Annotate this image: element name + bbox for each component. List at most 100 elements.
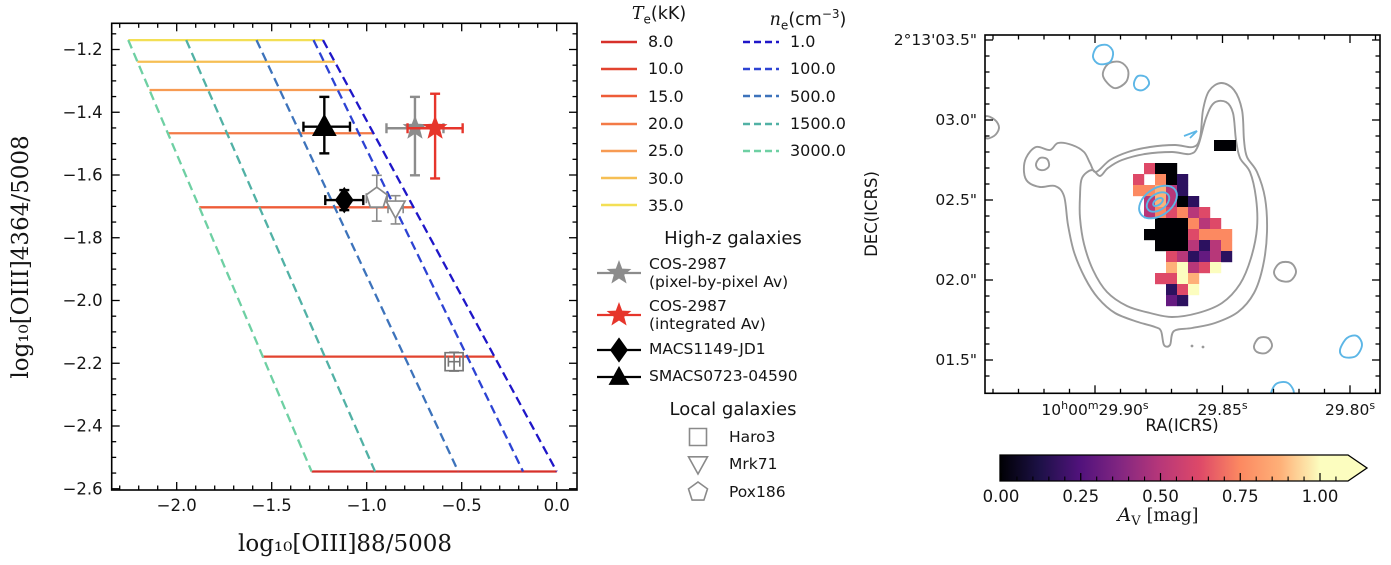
star-icon bbox=[597, 260, 641, 284]
av-pixel bbox=[1188, 251, 1200, 263]
cyan-contour-blob bbox=[1132, 74, 1151, 92]
x-tick-label: 0.0 bbox=[544, 496, 570, 515]
ne-legend-entry-500.0: 500.0 bbox=[735, 83, 881, 110]
av-pixel bbox=[1155, 163, 1167, 175]
cyan-contour-ellipse bbox=[1145, 191, 1171, 213]
y-tick-label: −1.8 bbox=[63, 228, 103, 247]
av-pixel bbox=[1199, 240, 1211, 252]
ne-legend-entry-1.0: 1.0 bbox=[735, 28, 881, 55]
av-pixel-detached bbox=[1214, 140, 1236, 151]
av-pixel bbox=[1199, 262, 1211, 274]
local-legend-entries: Haro3 Mrk71 Pox186 bbox=[585, 423, 881, 506]
av-pixel bbox=[1166, 273, 1178, 285]
ra-tick-label: 10h00m29.90s​ bbox=[1041, 399, 1149, 419]
dec-tick-label: 02.0" bbox=[935, 271, 977, 289]
av-pixel bbox=[1166, 295, 1178, 307]
av-pixel bbox=[1144, 207, 1156, 219]
triangle-icon bbox=[597, 365, 641, 385]
av-pixel bbox=[1188, 240, 1200, 252]
x-tick-label: −2.0 bbox=[157, 496, 197, 515]
av-pixel bbox=[1188, 273, 1200, 285]
left-plot-legend: Te(kK) 8.0 10.0 15.0 20.0 25.0 30.0 35.0 ne(cm… bbox=[585, 2, 881, 506]
gray-contour-blob bbox=[985, 115, 1000, 140]
av-pixel bbox=[1177, 196, 1189, 208]
te-legend-label: 8.0 bbox=[648, 32, 674, 52]
av-pixel bbox=[1210, 229, 1222, 241]
te-legend-entry-25.0: 25.0 bbox=[593, 137, 725, 164]
legend-line-swatch bbox=[601, 67, 637, 71]
te-legend-label: 30.0 bbox=[648, 168, 684, 188]
gray-contour-inner bbox=[1078, 99, 1259, 318]
gray-contour-outer bbox=[1022, 82, 1269, 348]
dec-tick-label: 03.0" bbox=[935, 111, 977, 129]
av-pixel bbox=[1199, 218, 1211, 230]
av-pixel bbox=[1177, 218, 1189, 230]
av-pixel bbox=[1177, 240, 1189, 252]
colorbar-tick-label: 0.50 bbox=[1142, 487, 1179, 506]
ne-legend-entry-3000.0: 3000.0 bbox=[735, 137, 881, 164]
legend-line-swatch bbox=[743, 94, 779, 98]
legend-line-swatch bbox=[743, 149, 779, 153]
te-legend-header: Te(kK) bbox=[631, 4, 687, 27]
legend-line-swatch bbox=[601, 94, 637, 98]
av-pixel bbox=[1188, 196, 1200, 208]
av-pixel bbox=[1155, 273, 1167, 285]
highz-legend-entry: MACS1149-JD1 bbox=[595, 336, 881, 363]
legend-line-swatch bbox=[743, 40, 779, 43]
local-galaxies-header: Local galaxies bbox=[669, 399, 797, 421]
av-pixel bbox=[1166, 240, 1178, 252]
ra-tick-label: 29.80s​ bbox=[1325, 399, 1375, 419]
av-pixel bbox=[1221, 251, 1233, 263]
y-tick-label: −2.2 bbox=[63, 354, 103, 373]
av-pixel bbox=[1188, 229, 1200, 241]
legend-line-swatch bbox=[743, 122, 779, 125]
av-pixel bbox=[1210, 262, 1222, 274]
cyan-contour-ellipse bbox=[1138, 184, 1178, 220]
av-pixel bbox=[1188, 207, 1200, 219]
marker-Haro3 bbox=[444, 351, 464, 372]
gray-contour-dot bbox=[1201, 345, 1205, 349]
av-pixel bbox=[1155, 207, 1167, 219]
density-line-1500.0 bbox=[185, 39, 377, 472]
gray-contour-dot bbox=[1190, 344, 1194, 348]
local-legend-label: Mrk71 bbox=[729, 455, 778, 474]
te-legend-entry-20.0: 20.0 bbox=[593, 110, 725, 137]
av-pixel bbox=[1177, 207, 1189, 219]
square-icon bbox=[688, 427, 708, 447]
cyan-contour-ellipse bbox=[1152, 197, 1164, 207]
av-pixel bbox=[1166, 174, 1178, 186]
av-map-plot: 2°13'03.5" 03.0" 02.5" 02.0" 01.5" 10h00m29.9… bbox=[894, 31, 1381, 506]
highz-legend-entries: COS-2987 (pixel-by-pixel Av) COS-2987 (inte… bbox=[585, 252, 881, 390]
marker-COS-2987 (pixel-by-pixel Av) bbox=[402, 115, 428, 139]
te-legend-entry-10.0: 10.0 bbox=[593, 55, 725, 82]
legend-line-swatch bbox=[601, 176, 637, 180]
marker-MACS1149-JD1 bbox=[334, 186, 354, 214]
av-pixel bbox=[1133, 174, 1145, 186]
av-pixel bbox=[1155, 240, 1167, 252]
av-pixel bbox=[1177, 295, 1189, 307]
te-legend-label: 35.0 bbox=[648, 195, 684, 215]
legend-line-swatch bbox=[601, 149, 637, 153]
highz-legend-label: SMACS0723-04590 bbox=[649, 367, 798, 386]
te-legend-label: 25.0 bbox=[648, 141, 684, 161]
gray-contour-blob bbox=[1034, 156, 1051, 172]
ne-legend-header: ne(cm−3) bbox=[769, 7, 847, 33]
ne-legend-label: 1.0 bbox=[790, 32, 816, 52]
av-pixel bbox=[1210, 251, 1222, 263]
ne-legend-entry-1500.0: 1500.0 bbox=[735, 110, 881, 137]
av-pixel bbox=[1144, 163, 1156, 175]
av-pixel bbox=[1144, 196, 1156, 208]
pentagon-icon bbox=[687, 480, 709, 501]
local-legend-label: Haro3 bbox=[729, 427, 776, 446]
cyan-contour-blob bbox=[1270, 381, 1295, 394]
av-pixel bbox=[1166, 262, 1178, 274]
ne-legend-label: 1500.0 bbox=[790, 114, 846, 134]
local-legend-label: Pox186 bbox=[729, 482, 786, 501]
av-pixel bbox=[1221, 240, 1233, 252]
marker-SMACS0723-04590 bbox=[311, 113, 337, 137]
y-tick-label: −2.0 bbox=[63, 291, 103, 310]
colorbar-tick-label: 1.00 bbox=[1302, 487, 1339, 506]
av-pixel bbox=[1177, 185, 1189, 197]
te-legend-label: 20.0 bbox=[648, 114, 684, 134]
